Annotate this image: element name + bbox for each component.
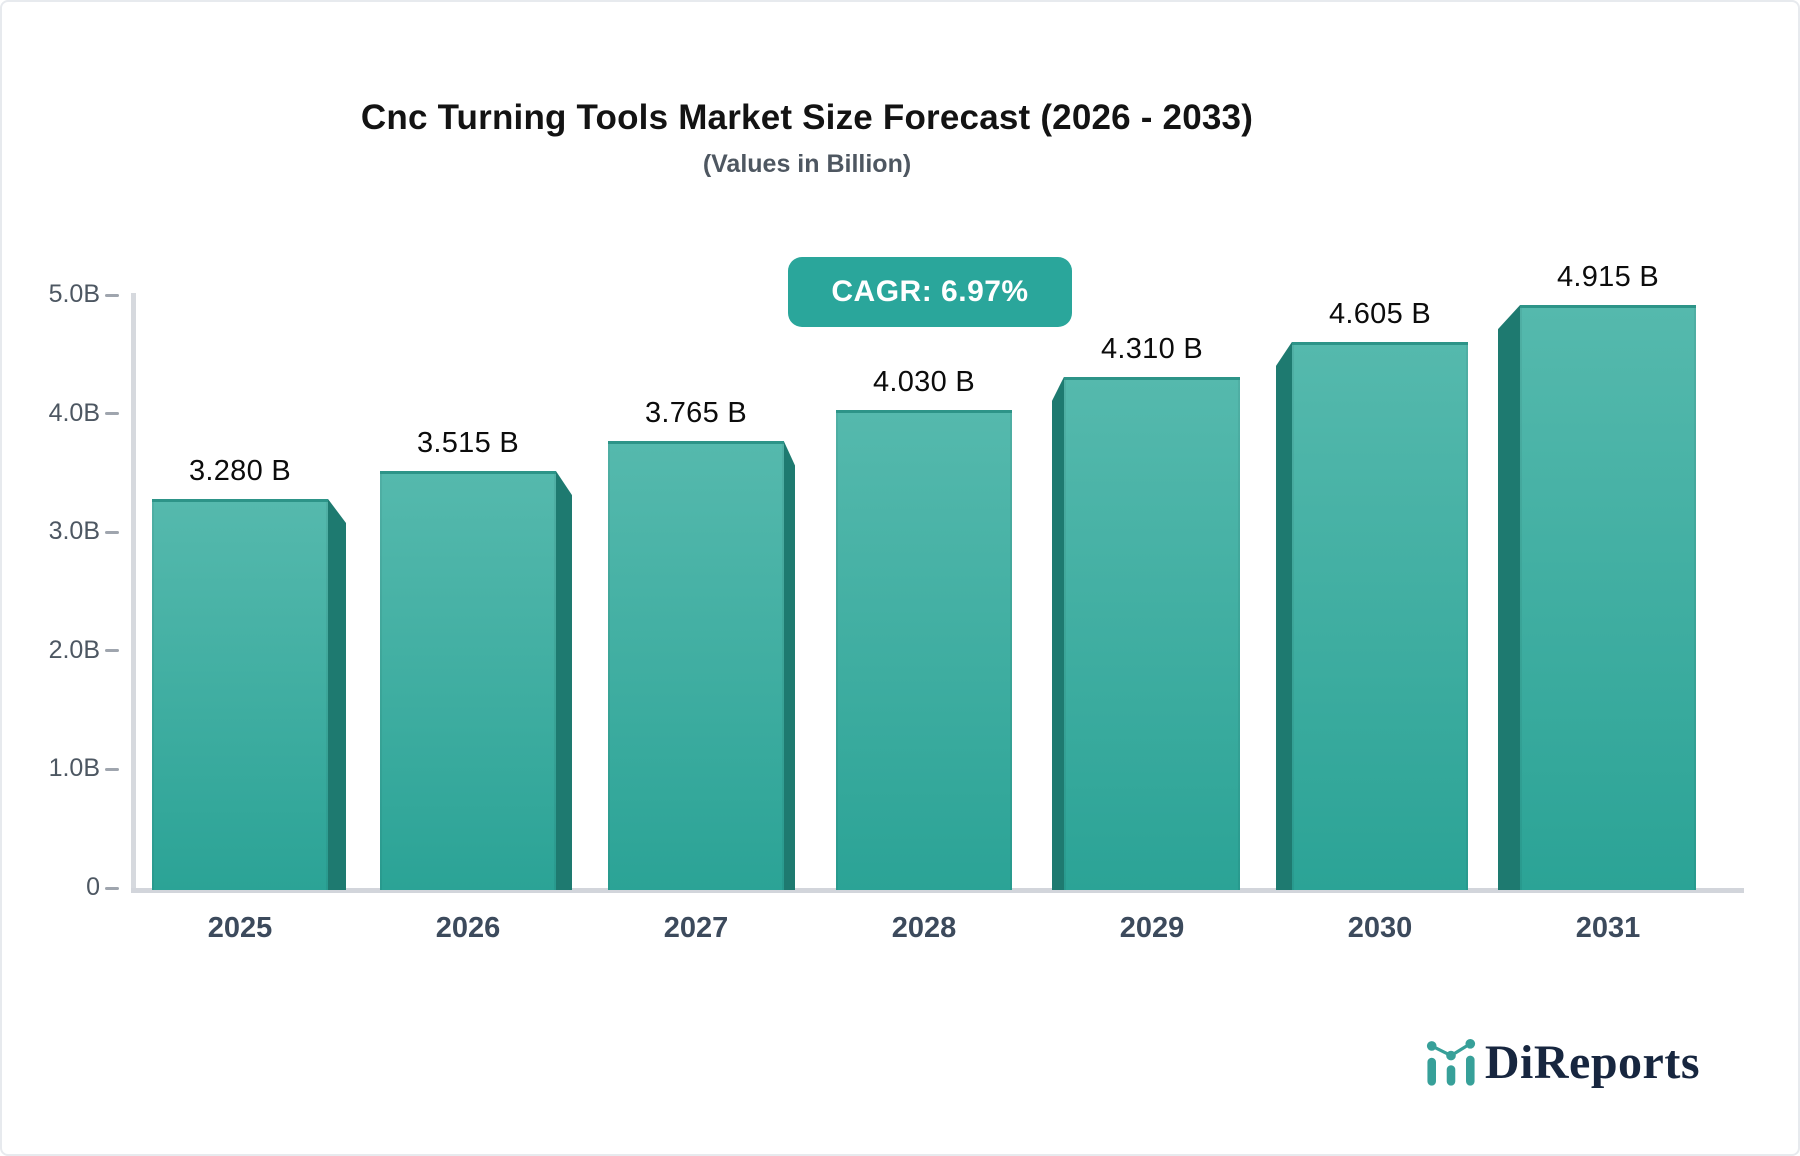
bar bbox=[1520, 305, 1696, 890]
bar-side-face bbox=[784, 441, 795, 890]
cagr-badge: CAGR: 6.97% bbox=[788, 257, 1072, 327]
bar-value-label: 3.280 B bbox=[188, 454, 292, 487]
chart-subtitle: (Values in Billion) bbox=[702, 150, 912, 178]
x-axis-label: 2029 bbox=[1119, 912, 1185, 944]
bar bbox=[380, 471, 556, 890]
logo-text: DiReports bbox=[1484, 1035, 1700, 1089]
bar-side-face bbox=[1052, 376, 1064, 890]
x-axis-line bbox=[131, 888, 1744, 893]
y-axis-label: 2.0B bbox=[48, 635, 100, 664]
y-axis-line bbox=[131, 293, 136, 888]
x-axis-label: 2031 bbox=[1575, 912, 1641, 944]
bar bbox=[1064, 376, 1240, 890]
bar bbox=[1292, 341, 1468, 890]
y-axis-tick bbox=[105, 530, 119, 534]
y-axis-tick bbox=[105, 767, 119, 771]
bar-side-face bbox=[328, 498, 346, 890]
y-axis-label: 3.0B bbox=[48, 517, 100, 546]
x-axis-label: 2027 bbox=[663, 912, 729, 944]
mini-bar-line-chart-icon bbox=[1426, 1038, 1475, 1086]
bar-value-label: 3.765 B bbox=[644, 397, 748, 430]
bar-value-label: 4.915 B bbox=[1556, 261, 1660, 294]
bar bbox=[608, 441, 784, 890]
bar bbox=[836, 410, 1012, 890]
x-axis-label: 2026 bbox=[435, 912, 501, 944]
y-axis-tick bbox=[105, 412, 119, 416]
y-axis-tick bbox=[105, 293, 119, 297]
chart-title: Cnc Turning Tools Market Size Forecast (… bbox=[360, 98, 1254, 137]
y-axis-tick bbox=[105, 649, 119, 653]
y-axis-tick bbox=[105, 886, 119, 890]
bar-side-face bbox=[1276, 341, 1292, 890]
y-axis-label: 4.0B bbox=[48, 398, 100, 427]
y-axis-label: 5.0B bbox=[48, 280, 100, 308]
y-axis-label: 0 bbox=[86, 873, 100, 901]
bar-value-label: 4.605 B bbox=[1328, 297, 1432, 330]
x-axis-label: 2025 bbox=[207, 912, 273, 944]
bar-value-label: 3.515 B bbox=[416, 427, 520, 460]
bar-side-face bbox=[1498, 305, 1520, 890]
x-axis-label: 2030 bbox=[1347, 912, 1413, 944]
bar bbox=[152, 498, 328, 890]
bar-side-face bbox=[556, 471, 572, 890]
direports-logo: DiReports bbox=[1423, 1032, 1700, 1092]
bar-value-label: 4.310 B bbox=[1100, 332, 1204, 365]
bar-value-label: 4.030 B bbox=[872, 366, 976, 399]
x-axis-label: 2028 bbox=[891, 912, 957, 944]
y-axis-label: 1.0B bbox=[48, 754, 100, 783]
